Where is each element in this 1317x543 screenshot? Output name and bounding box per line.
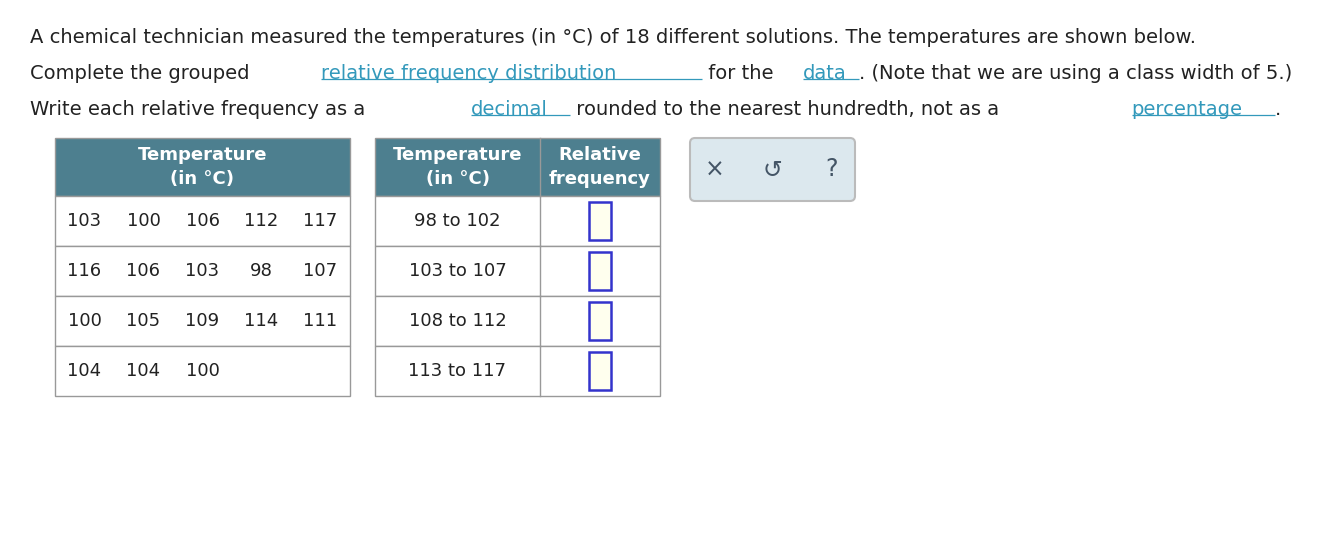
Text: 103: 103 [67, 212, 101, 230]
Text: 106: 106 [126, 262, 161, 280]
Text: 113 to 117: 113 to 117 [408, 362, 507, 380]
Bar [375, 196, 660, 246]
Text: rounded to the nearest hundredth, not as a: rounded to the nearest hundredth, not as… [570, 100, 1005, 119]
Text: 114: 114 [245, 312, 279, 330]
Text: 100: 100 [186, 362, 220, 380]
Bar [375, 346, 660, 396]
Text: ↺: ↺ [763, 157, 782, 181]
Text: 106: 106 [186, 212, 220, 230]
Bar [589, 202, 611, 240]
Text: for the: for the [702, 64, 780, 83]
Text: .: . [1275, 100, 1281, 119]
Text: 107: 107 [303, 262, 337, 280]
Bar [375, 246, 660, 296]
Text: 98 to 102: 98 to 102 [415, 212, 500, 230]
Text: Relative
frequency: Relative frequency [549, 146, 651, 188]
Bar [55, 138, 350, 196]
Bar [375, 138, 660, 196]
Bar [589, 252, 611, 290]
Text: ×: × [705, 157, 724, 181]
Bar [589, 302, 611, 340]
Text: percentage: percentage [1131, 100, 1243, 119]
Bar [375, 296, 660, 346]
Text: 111: 111 [303, 312, 337, 330]
Text: 103 to 107: 103 to 107 [408, 262, 506, 280]
Bar [589, 352, 611, 390]
Text: 100: 100 [126, 212, 161, 230]
FancyBboxPatch shape [690, 138, 855, 201]
Text: 116: 116 [67, 262, 101, 280]
Text: Complete the grouped: Complete the grouped [30, 64, 255, 83]
Text: 105: 105 [126, 312, 161, 330]
Text: 98: 98 [250, 262, 273, 280]
Text: . (Note that we are using a class width of 5.): . (Note that we are using a class width … [859, 64, 1292, 83]
Text: 108 to 112: 108 to 112 [408, 312, 506, 330]
Bar [55, 196, 350, 246]
Text: 109: 109 [186, 312, 220, 330]
Text: 112: 112 [245, 212, 279, 230]
Text: relative frequency distribution: relative frequency distribution [321, 64, 616, 83]
Text: 104: 104 [126, 362, 161, 380]
Text: decimal: decimal [470, 100, 548, 119]
Bar [55, 246, 350, 296]
Text: Temperature
(in °C): Temperature (in °C) [138, 146, 267, 188]
Text: Write each relative frequency as a: Write each relative frequency as a [30, 100, 371, 119]
Text: ?: ? [826, 157, 838, 181]
Text: 100: 100 [67, 312, 101, 330]
Text: 117: 117 [303, 212, 337, 230]
Text: data: data [803, 64, 847, 83]
Text: 103: 103 [186, 262, 220, 280]
Text: A chemical technician measured the temperatures (in °C) of 18 different solution: A chemical technician measured the tempe… [30, 28, 1196, 47]
Bar [55, 296, 350, 346]
Text: Temperature
(in °C): Temperature (in °C) [392, 146, 523, 188]
Text: 104: 104 [67, 362, 101, 380]
Bar [55, 346, 350, 396]
